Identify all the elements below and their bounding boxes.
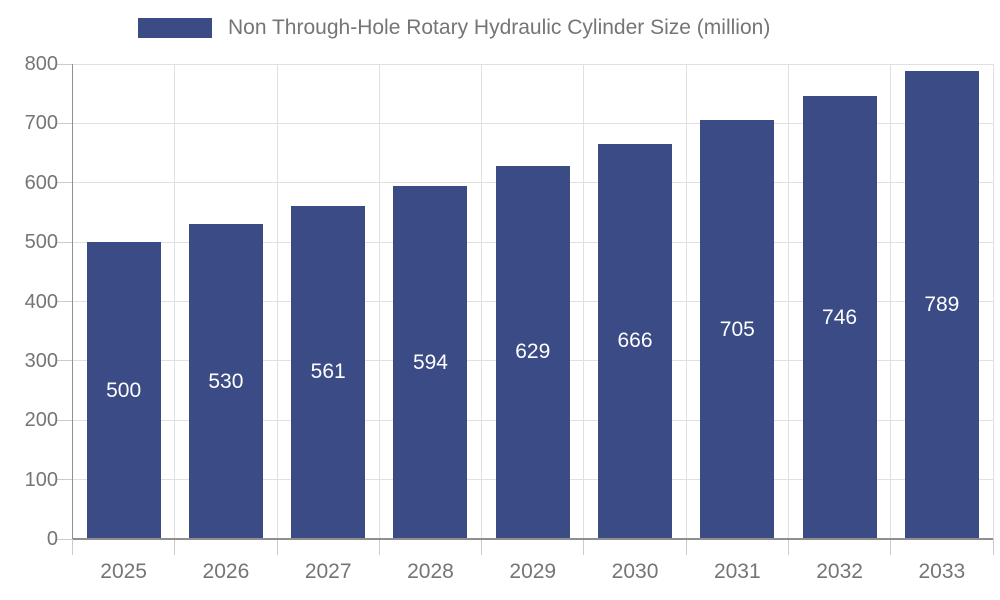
x-axis-label: 2033 bbox=[918, 560, 966, 583]
x-axis-tick bbox=[481, 539, 483, 555]
y-axis-label: 200 bbox=[24, 409, 58, 432]
x-gridline bbox=[276, 64, 278, 539]
y-axis-label: 100 bbox=[24, 468, 58, 491]
y-axis-label: 400 bbox=[24, 290, 58, 313]
y-axis-tick bbox=[57, 419, 72, 421]
y-axis-tick bbox=[57, 241, 72, 243]
bar-2027[interactable] bbox=[291, 205, 366, 539]
bar-value-label: 705 bbox=[719, 317, 755, 341]
bar-value-label: 629 bbox=[515, 340, 551, 364]
bar-2025[interactable] bbox=[86, 242, 161, 539]
y-axis-label: 500 bbox=[24, 231, 58, 254]
x-gridline bbox=[787, 64, 789, 539]
bar-value-label: 530 bbox=[208, 369, 244, 393]
x-axis-tick bbox=[72, 539, 73, 555]
x-axis-tick bbox=[276, 539, 278, 555]
bar-value-label: 561 bbox=[310, 360, 346, 384]
x-gridline bbox=[992, 64, 994, 539]
x-axis-line bbox=[72, 538, 993, 540]
x-axis-tick bbox=[583, 539, 585, 555]
y-axis-line bbox=[71, 64, 74, 539]
y-axis-tick bbox=[57, 301, 72, 302]
bar-2029[interactable] bbox=[495, 165, 570, 539]
bar-value-label: 746 bbox=[822, 305, 858, 329]
x-gridline bbox=[174, 64, 176, 539]
bar-2031[interactable] bbox=[700, 120, 775, 539]
x-axis-tick bbox=[174, 539, 176, 555]
x-axis-tick bbox=[890, 539, 892, 555]
y-gridline bbox=[72, 63, 993, 65]
x-axis-label: 2031 bbox=[713, 560, 761, 583]
x-gridline bbox=[685, 64, 687, 539]
bar-2026[interactable] bbox=[188, 224, 263, 539]
bar-value-label: 666 bbox=[617, 329, 653, 353]
x-axis-label: 2030 bbox=[611, 560, 659, 583]
y-axis-label: 600 bbox=[24, 171, 58, 194]
x-gridline bbox=[583, 64, 585, 539]
x-gridline bbox=[481, 64, 483, 539]
x-axis-tick bbox=[787, 539, 789, 555]
bar-2028[interactable] bbox=[393, 186, 468, 539]
x-axis-tick bbox=[378, 539, 380, 555]
y-axis-tick bbox=[57, 360, 72, 362]
x-axis-tick bbox=[685, 539, 687, 555]
x-axis-label: 2026 bbox=[202, 560, 250, 583]
y-axis-label: 700 bbox=[24, 112, 58, 135]
legend-swatch bbox=[138, 18, 212, 38]
bar-value-label: 594 bbox=[412, 350, 448, 374]
y-axis-tick bbox=[57, 538, 72, 540]
x-axis-label: 2025 bbox=[100, 560, 147, 583]
y-axis-tick bbox=[57, 63, 72, 65]
y-axis-tick bbox=[57, 122, 72, 124]
x-axis-label: 2032 bbox=[816, 560, 863, 583]
bar-2030[interactable] bbox=[598, 143, 673, 539]
y-axis-label: 300 bbox=[24, 349, 58, 372]
y-axis-label: 0 bbox=[46, 528, 58, 550]
y-axis-tick bbox=[57, 182, 72, 184]
x-axis-tick bbox=[992, 539, 994, 555]
y-axis-tick bbox=[57, 479, 72, 481]
x-axis-label: 2027 bbox=[304, 560, 352, 583]
bar-value-label: 789 bbox=[924, 292, 960, 316]
y-axis-label: 800 bbox=[24, 53, 58, 75]
x-gridline bbox=[378, 64, 380, 539]
bar-2033[interactable] bbox=[904, 70, 979, 539]
x-axis-label: 2029 bbox=[509, 560, 557, 583]
legend-item[interactable]: Non Through-Hole Rotary Hydraulic Cylind… bbox=[138, 16, 770, 40]
legend-label: Non Through-Hole Rotary Hydraulic Cylind… bbox=[228, 16, 771, 39]
bar-value-label: 500 bbox=[106, 378, 142, 402]
y-gridline bbox=[72, 122, 993, 124]
bar-2032[interactable] bbox=[802, 96, 877, 539]
x-axis-label: 2028 bbox=[407, 560, 454, 583]
x-gridline bbox=[890, 64, 892, 539]
